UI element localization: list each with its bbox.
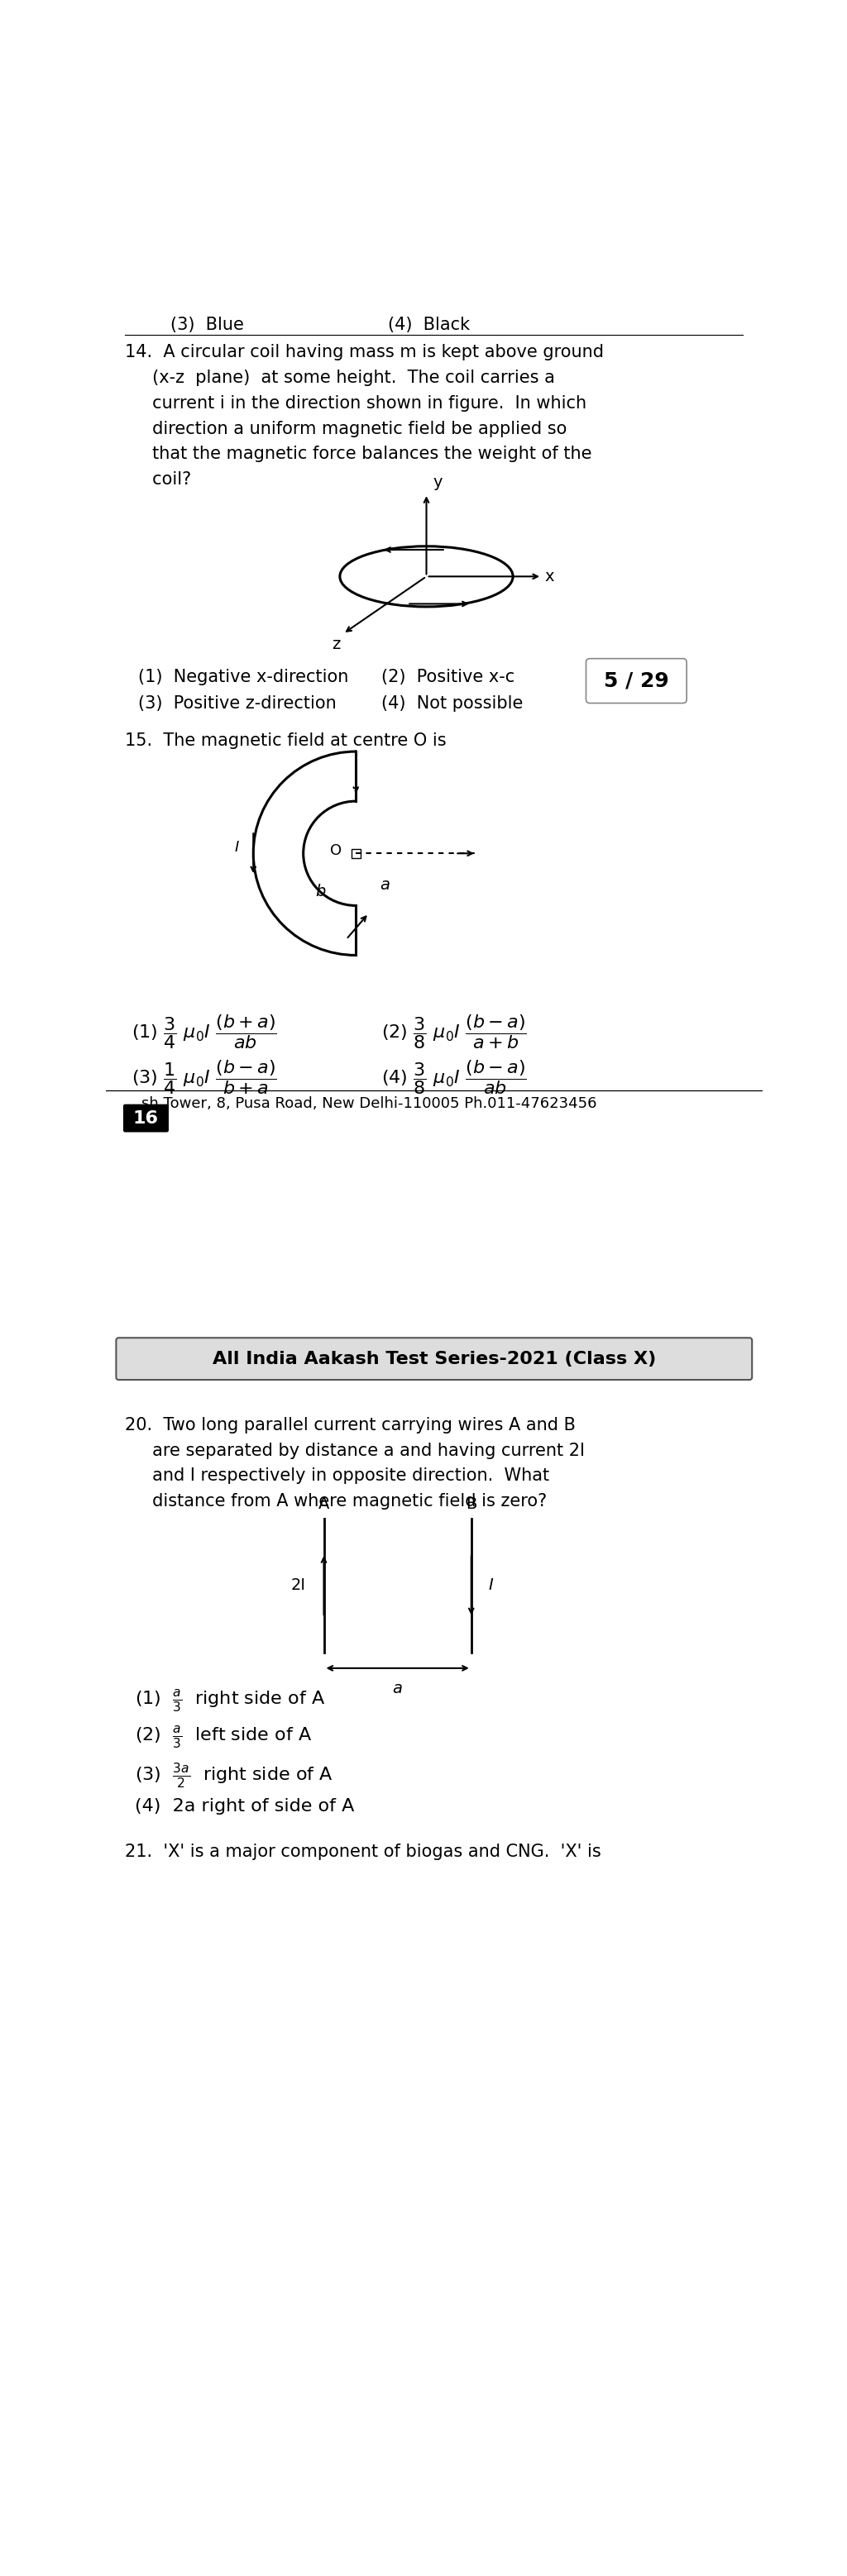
Text: direction a uniform magnetic field be applied so: direction a uniform magnetic field be ap…: [125, 420, 567, 438]
Text: sh Tower, 8, Pusa Road, New Delhi-110005 Ph.011-47623456: sh Tower, 8, Pusa Road, New Delhi-110005…: [141, 1095, 596, 1110]
Text: 5 / 29: 5 / 29: [604, 670, 669, 690]
Text: (4)  Black: (4) Black: [388, 317, 470, 332]
Text: current i in the direction shown in figure.  In which: current i in the direction shown in figu…: [125, 394, 587, 412]
Text: (3)  Positive z-direction: (3) Positive z-direction: [138, 696, 336, 711]
Text: (3)  $\frac{3a}{2}$  right side of A: (3) $\frac{3a}{2}$ right side of A: [135, 1762, 333, 1790]
Text: a: a: [379, 878, 390, 894]
FancyBboxPatch shape: [123, 1105, 169, 1133]
Text: A: A: [318, 1497, 329, 1512]
FancyBboxPatch shape: [116, 1337, 752, 1381]
Text: (1)  Negative x-direction: (1) Negative x-direction: [138, 670, 348, 685]
Text: 20.  Two long parallel current carrying wires A and B: 20. Two long parallel current carrying w…: [125, 1417, 576, 1432]
Text: O: O: [330, 842, 342, 858]
Text: (2)  Positive x-c: (2) Positive x-c: [381, 670, 515, 685]
Text: a: a: [393, 1682, 402, 1698]
Bar: [352, 850, 360, 858]
Text: $(2)\ \dfrac{3}{8}\ \mu_0 I\ \dfrac{(b-a)}{a+b}$: $(2)\ \dfrac{3}{8}\ \mu_0 I\ \dfrac{(b-a…: [381, 1012, 527, 1051]
Text: (4)  2a right of side of A: (4) 2a right of side of A: [135, 1798, 354, 1814]
Text: 2I: 2I: [291, 1577, 306, 1595]
Text: All India Aakash Test Series-2021 (Class X): All India Aakash Test Series-2021 (Class…: [213, 1350, 656, 1368]
Text: 21.  'X' is a major component of biogas and CNG.  'X' is: 21. 'X' is a major component of biogas a…: [125, 1844, 601, 1860]
Text: $(4)\ \dfrac{3}{8}\ \mu_0 I\ \dfrac{(b-a)}{ab}$: $(4)\ \dfrac{3}{8}\ \mu_0 I\ \dfrac{(b-a…: [381, 1059, 527, 1097]
Text: (4)  Not possible: (4) Not possible: [381, 696, 523, 711]
Text: distance from A where magnetic field is zero?: distance from A where magnetic field is …: [125, 1494, 547, 1510]
FancyBboxPatch shape: [586, 659, 687, 703]
Text: are separated by distance a and having current 2I: are separated by distance a and having c…: [125, 1443, 585, 1458]
Text: I: I: [235, 840, 239, 855]
Text: y: y: [433, 474, 442, 489]
Text: 14.  A circular coil having mass m is kept above ground: 14. A circular coil having mass m is kep…: [125, 345, 604, 361]
Text: coil?: coil?: [125, 471, 191, 487]
Text: B: B: [466, 1497, 477, 1512]
Text: (x-z  plane)  at some height.  The coil carries a: (x-z plane) at some height. The coil car…: [125, 368, 555, 386]
Text: (2)  $\frac{a}{3}$  left side of A: (2) $\frac{a}{3}$ left side of A: [135, 1723, 312, 1752]
Text: and I respectively in opposite direction.  What: and I respectively in opposite direction…: [125, 1468, 550, 1484]
Text: $(3)\ \dfrac{1}{4}\ \mu_0 I\ \dfrac{(b-a)}{b+a}$: $(3)\ \dfrac{1}{4}\ \mu_0 I\ \dfrac{(b-a…: [131, 1059, 277, 1097]
Text: I: I: [488, 1577, 493, 1595]
Text: x: x: [545, 569, 555, 585]
Text: (1)  $\frac{a}{3}$  right side of A: (1) $\frac{a}{3}$ right side of A: [135, 1687, 325, 1713]
Text: 15.  The magnetic field at centre O is: 15. The magnetic field at centre O is: [125, 732, 446, 750]
Text: b: b: [315, 884, 326, 899]
Text: $(1)\ \dfrac{3}{4}\ \mu_0 I\ \dfrac{(b+a)}{ab}$: $(1)\ \dfrac{3}{4}\ \mu_0 I\ \dfrac{(b+a…: [131, 1012, 277, 1051]
Text: z: z: [331, 636, 340, 652]
Text: 16: 16: [133, 1110, 158, 1126]
Text: that the magnetic force balances the weight of the: that the magnetic force balances the wei…: [125, 446, 592, 464]
Text: (3)  Blue: (3) Blue: [170, 317, 243, 332]
